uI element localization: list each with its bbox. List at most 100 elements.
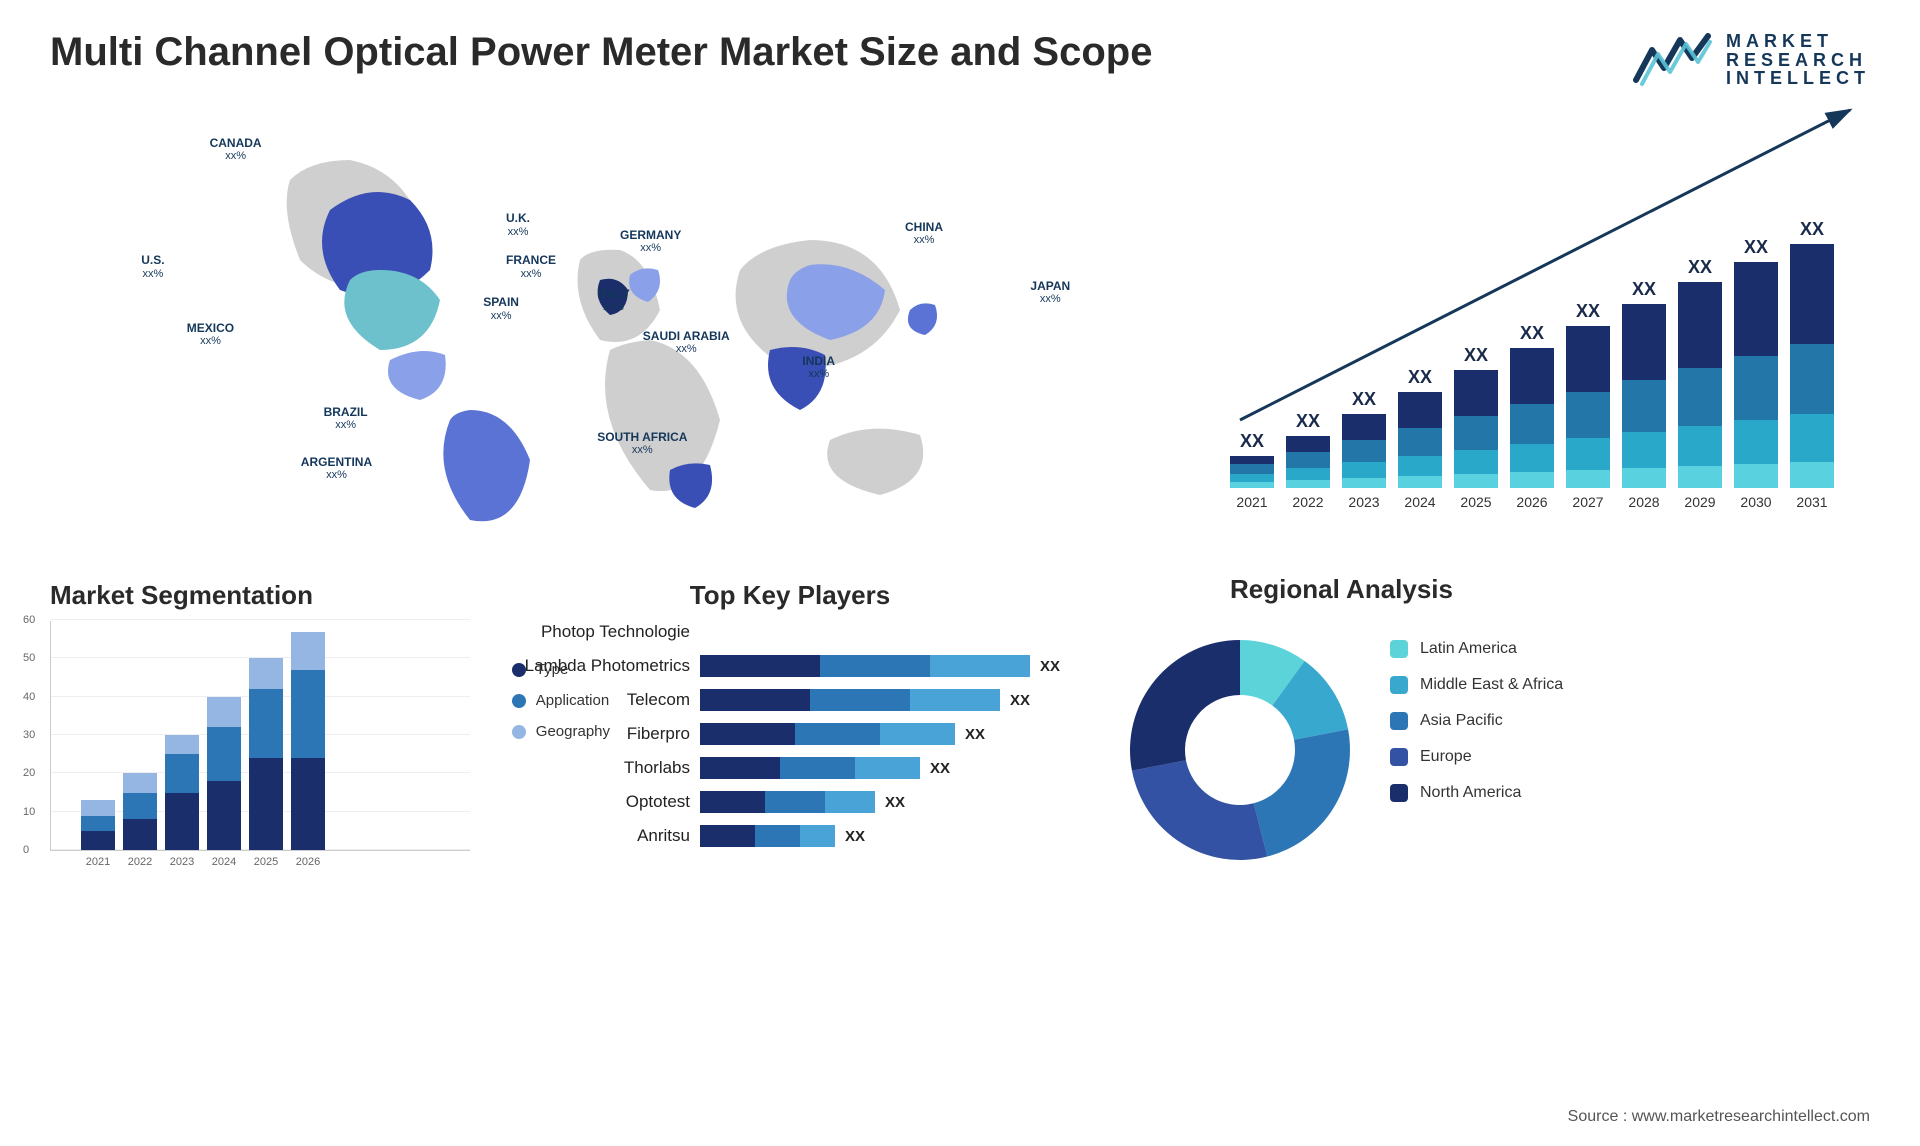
forecast-year-label: 2027 (1572, 494, 1603, 510)
seg-bar-seg (123, 773, 157, 792)
player-bar-seg (880, 723, 955, 745)
forecast-bar-seg (1790, 244, 1834, 344)
forecast-year-label: 2024 (1404, 494, 1435, 510)
player-bar-seg (810, 689, 910, 711)
forecast-bar-seg (1622, 468, 1666, 488)
map-label-us: U.S.xx% (141, 254, 164, 279)
forecast-bar-seg (1230, 474, 1274, 482)
forecast-value-label: XX (1632, 279, 1656, 300)
seg-bar-seg (291, 632, 325, 670)
region-legend-europe: Europe (1390, 748, 1563, 766)
player-bar-seg (910, 689, 1000, 711)
map-label-argentina: ARGENTINAxx% (301, 456, 372, 481)
forecast-value-label: XX (1408, 367, 1432, 388)
forecast-bar-seg (1342, 440, 1386, 462)
forecast-bar-seg (1230, 464, 1274, 474)
forecast-bar-seg (1790, 414, 1834, 462)
map-label-france: FRANCExx% (506, 254, 556, 279)
brand-logo: MARKET RESEARCH INTELLECT (1632, 30, 1870, 90)
regional-panel: Regional Analysis Latin AmericaMiddle Ea… (1110, 580, 1870, 880)
forecast-bar-2029: XX 2029 (1678, 257, 1722, 510)
forecast-year-label: 2029 (1684, 494, 1715, 510)
forecast-bar-seg (1398, 428, 1442, 456)
player-row-thorlabs: Thorlabs XX (510, 757, 1070, 779)
region-legend-latinamerica: Latin America (1390, 640, 1563, 658)
player-value: XX (965, 726, 985, 743)
seg-bar-seg (165, 754, 199, 792)
player-row-photoptechnologie: Photop Technologie (510, 621, 1070, 643)
player-bar-seg (795, 723, 880, 745)
player-label: Thorlabs (510, 758, 690, 778)
player-bar-seg (700, 791, 765, 813)
regional-donut (1110, 620, 1370, 880)
player-row-anritsu: Anritsu XX (510, 825, 1070, 847)
player-value: XX (930, 760, 950, 777)
seg-bar-seg (165, 793, 199, 851)
logo-icon (1632, 30, 1712, 90)
map-label-brazil: BRAZILxx% (324, 406, 368, 431)
player-value: XX (885, 794, 905, 811)
logo-line2: RESEARCH (1726, 51, 1870, 70)
seg-bar-2026: 2026 (291, 632, 325, 850)
forecast-bar-seg (1454, 416, 1498, 450)
forecast-year-label: 2025 (1460, 494, 1491, 510)
forecast-value-label: XX (1800, 219, 1824, 240)
seg-bar-seg (207, 727, 241, 781)
forecast-bar-seg (1790, 344, 1834, 414)
map-label-mexico: MEXICOxx% (187, 322, 234, 347)
player-label: Anritsu (510, 826, 690, 846)
player-value: XX (1040, 658, 1060, 675)
seg-bar-seg (207, 697, 241, 728)
forecast-bar-seg (1342, 478, 1386, 488)
logo-line3: INTELLECT (1726, 69, 1870, 88)
region-legend-northamerica: North America (1390, 784, 1563, 802)
forecast-bar-2021: XX 2021 (1230, 431, 1274, 510)
player-bar-seg (765, 791, 825, 813)
forecast-bar-seg (1454, 450, 1498, 474)
forecast-bar-seg (1678, 282, 1722, 368)
donut-slice-northamerica (1130, 640, 1240, 771)
seg-bar-seg (123, 793, 157, 820)
segmentation-chart: 0102030405060202120222023202420252026 (50, 621, 470, 851)
player-bar-seg (755, 825, 800, 847)
forecast-bar-seg (1286, 480, 1330, 488)
seg-legend-type: Type (512, 661, 610, 678)
seg-bar-seg (123, 819, 157, 850)
seg-bar-seg (81, 800, 115, 815)
map-label-italy: ITALYxx% (597, 288, 630, 313)
seg-legend-geography: Geography (512, 723, 610, 740)
page-title: Multi Channel Optical Power Meter Market… (50, 30, 1152, 75)
forecast-bar-seg (1286, 436, 1330, 452)
forecast-year-label: 2021 (1236, 494, 1267, 510)
forecast-bar-seg (1398, 392, 1442, 428)
forecast-bar-seg (1678, 368, 1722, 426)
map-label-india: INDIAxx% (802, 355, 835, 380)
segmentation-legend: TypeApplicationGeography (512, 661, 610, 740)
forecast-year-label: 2023 (1348, 494, 1379, 510)
region-legend-middleeastafrica: Middle East & Africa (1390, 676, 1563, 694)
forecast-bar-seg (1678, 426, 1722, 466)
logo-line1: MARKET (1726, 32, 1870, 51)
forecast-bar-2028: XX 2028 (1622, 279, 1666, 510)
map-label-saudiarabia: SAUDI ARABIAxx% (643, 330, 730, 355)
player-bar-seg (800, 825, 835, 847)
player-bar-seg (700, 723, 795, 745)
regional-title: Regional Analysis (1230, 574, 1453, 605)
forecast-year-label: 2026 (1516, 494, 1547, 510)
forecast-year-label: 2031 (1796, 494, 1827, 510)
seg-bar-seg (291, 758, 325, 850)
seg-bar-2023: 2023 (165, 735, 199, 850)
forecast-bar-seg (1566, 438, 1610, 470)
forecast-bar-seg (1510, 404, 1554, 444)
forecast-bar-seg (1398, 456, 1442, 476)
forecast-bar-seg (1734, 420, 1778, 464)
forecast-bar-seg (1510, 348, 1554, 404)
forecast-bar-2027: XX 2027 (1566, 301, 1610, 510)
forecast-chart: XX 2021 XX 2022 XX 2023 XX 2024 XX 2025 … (1230, 120, 1870, 540)
forecast-bar-2023: XX 2023 (1342, 389, 1386, 510)
forecast-bar-2026: XX 2026 (1510, 323, 1554, 510)
forecast-bar-seg (1230, 482, 1274, 488)
forecast-bar-seg (1566, 470, 1610, 488)
seg-bar-seg (249, 758, 283, 850)
forecast-bar-seg (1622, 432, 1666, 468)
